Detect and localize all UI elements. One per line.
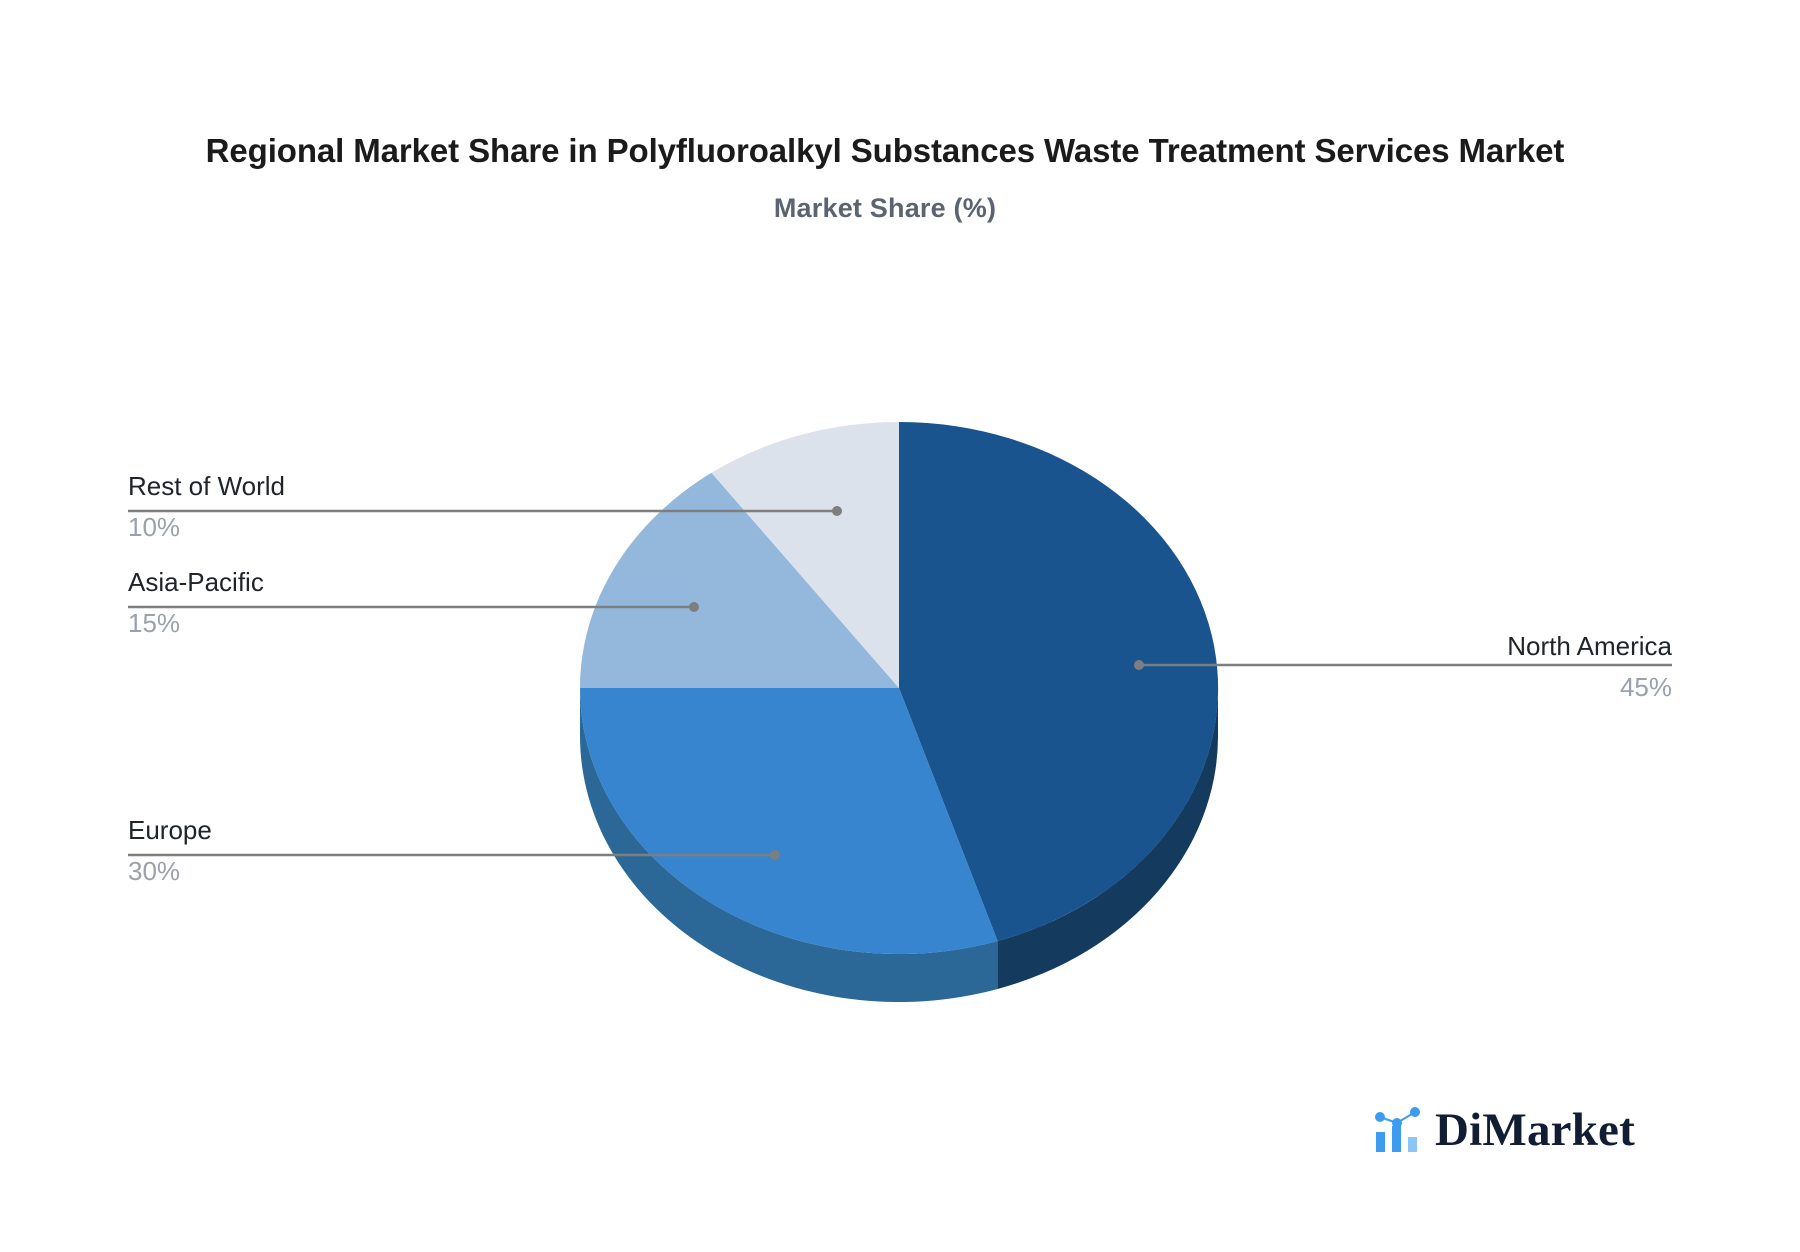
chart-header: Regional Market Share in Polyfluoroalkyl… xyxy=(170,128,1600,224)
callout-label-europe: Europe xyxy=(128,815,212,845)
pie-chart xyxy=(540,400,1260,1040)
pie-3d-side-walls xyxy=(580,688,1218,1003)
callout-europe: Europe 30% xyxy=(128,817,212,884)
callout-value-rest-of-world: 10% xyxy=(128,512,181,542)
pie-slice-rest-of-world[interactable] xyxy=(711,422,900,688)
pie-side-europe xyxy=(580,688,998,1003)
callout-north-america: North America 45% xyxy=(1507,633,1672,700)
pie-slices xyxy=(580,422,1219,955)
pie-slice-north-america[interactable] xyxy=(899,422,1219,941)
pie-slice-asia-pacific[interactable] xyxy=(580,472,899,688)
pie-side-north-america xyxy=(997,688,1218,989)
pie-slice-europe[interactable] xyxy=(580,688,998,955)
brand-logo: DiMarket xyxy=(1374,1106,1635,1154)
pie-chart-svg xyxy=(580,422,1219,1003)
brand-name: DiMarket xyxy=(1435,1103,1635,1156)
callout-value-north-america: 45% xyxy=(1619,672,1672,702)
bar-chart-trend-icon xyxy=(1375,1107,1420,1152)
callout-value-asia-pacific: 15% xyxy=(128,608,181,638)
callout-rest-of-world: Rest of World 10% xyxy=(128,473,285,540)
callout-label-rest-of-world: Rest of World xyxy=(128,471,286,501)
chart-subtitle: Market Share (%) xyxy=(773,192,997,223)
callout-label-north-america: North America xyxy=(1507,631,1672,661)
callout-value-europe: 30% xyxy=(128,856,181,886)
chart-title: Regional Market Share in Polyfluoroalkyl… xyxy=(205,132,1565,169)
callout-label-asia-pacific: Asia-Pacific xyxy=(128,567,264,597)
callout-asia-pacific: Asia-Pacific 15% xyxy=(128,569,264,636)
